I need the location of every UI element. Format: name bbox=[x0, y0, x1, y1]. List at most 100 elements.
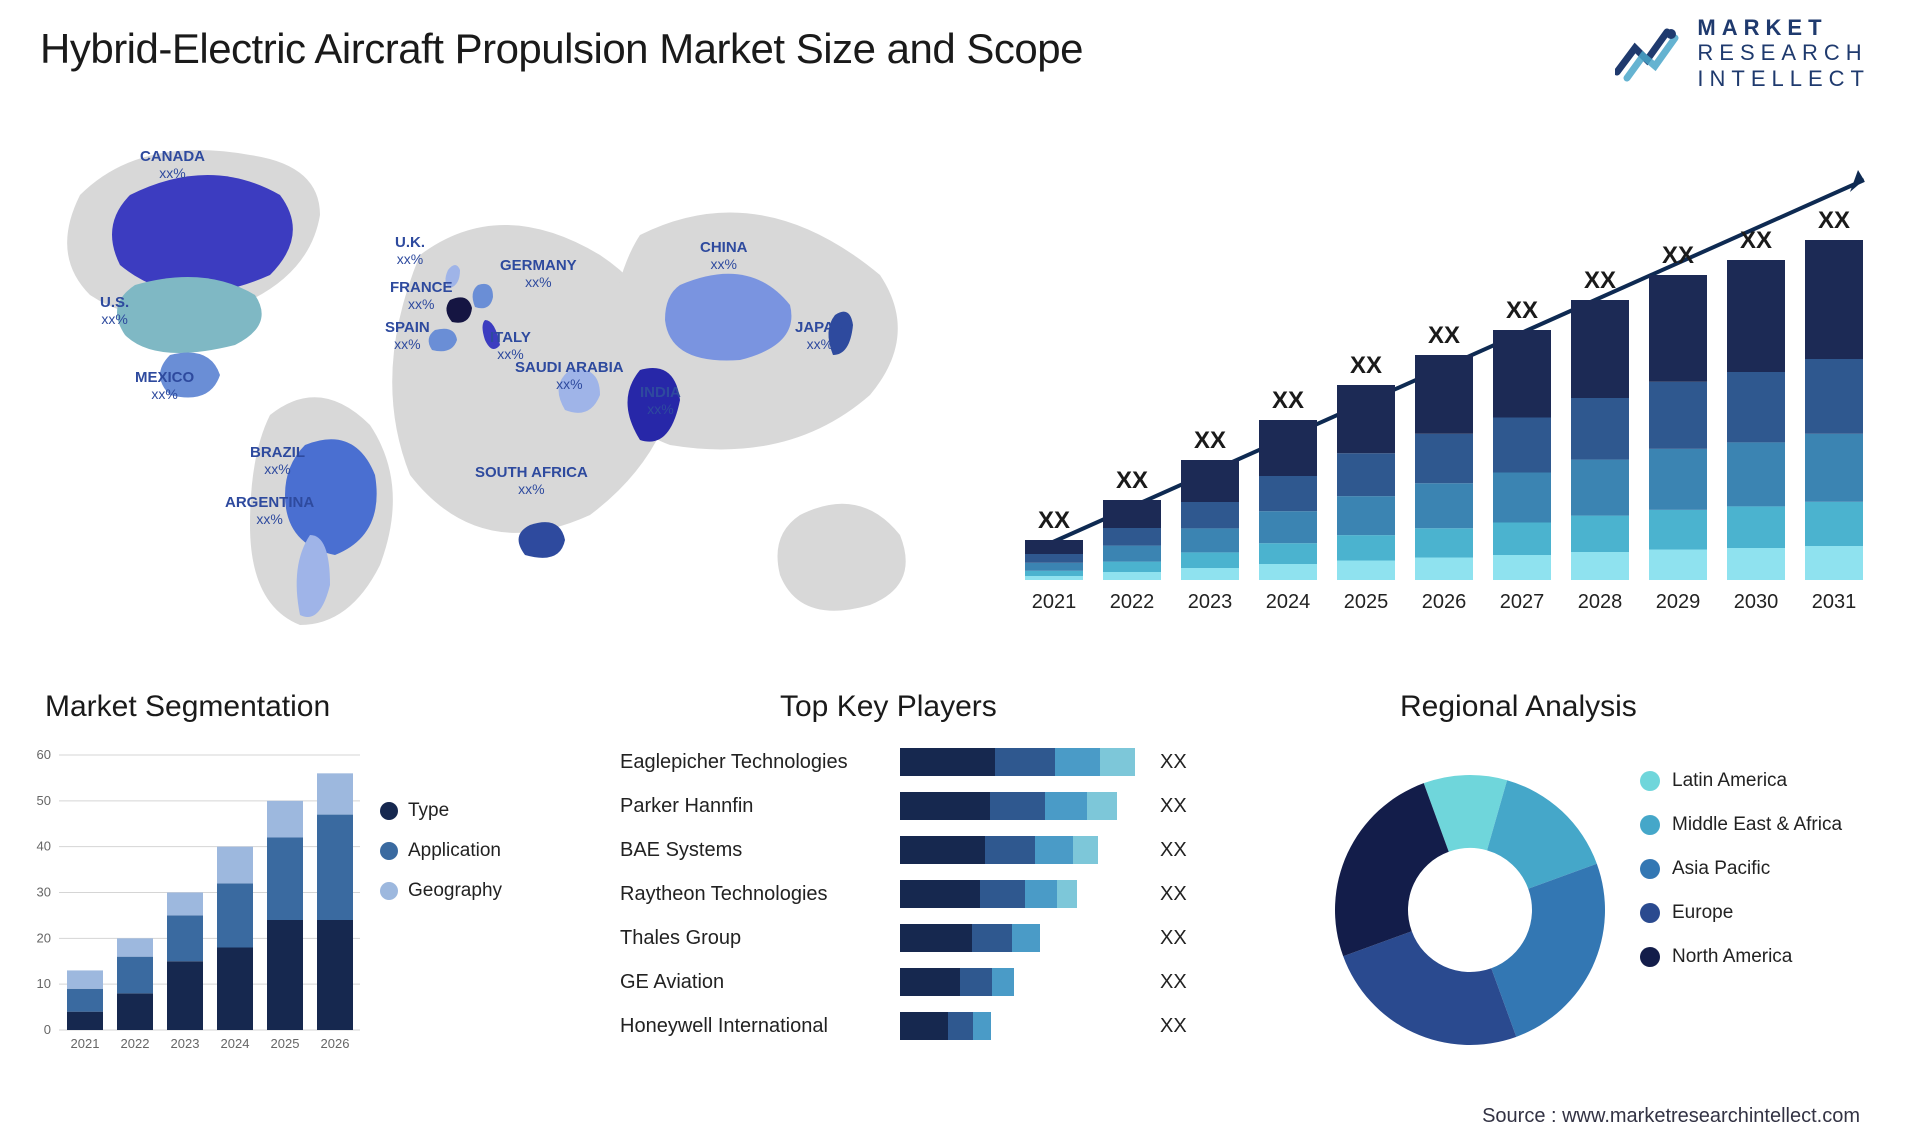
growth-bar-value-label: XX bbox=[1584, 267, 1616, 294]
growth-bar-segment bbox=[1727, 506, 1785, 548]
player-bar bbox=[900, 748, 1160, 776]
growth-bar-segment bbox=[1181, 502, 1239, 528]
growth-bar-value-label: XX bbox=[1272, 387, 1304, 414]
map-country-shape bbox=[112, 175, 293, 293]
player-bar bbox=[900, 968, 1160, 996]
world-map-chart: CANADAxx%U.S.xx%MEXICOxx%BRAZILxx%ARGENT… bbox=[40, 135, 940, 655]
growth-bar-segment bbox=[1181, 528, 1239, 552]
growth-bar-segment bbox=[1181, 552, 1239, 568]
player-row: GE AviationXX bbox=[620, 960, 1200, 1004]
seg-legend-item: Application bbox=[380, 840, 502, 862]
player-value-label: XX bbox=[1160, 971, 1200, 994]
player-bar-segment bbox=[992, 968, 1014, 996]
player-bar-segment bbox=[973, 1012, 991, 1040]
seg-bar-segment bbox=[167, 893, 203, 916]
svg-text:50: 50 bbox=[37, 793, 51, 808]
player-name: Raytheon Technologies bbox=[620, 883, 900, 906]
player-row: BAE SystemsXX bbox=[620, 828, 1200, 872]
player-row: Parker HannfinXX bbox=[620, 784, 1200, 828]
growth-bar-segment bbox=[1649, 275, 1707, 382]
player-bar-segment bbox=[972, 924, 1012, 952]
growth-bar-segment bbox=[1415, 528, 1473, 557]
brand-logo: MARKET RESEARCH INTELLECT bbox=[1615, 15, 1870, 91]
growth-bar-segment bbox=[1415, 434, 1473, 484]
segmentation-title: Market Segmentation bbox=[45, 690, 330, 724]
svg-text:2024: 2024 bbox=[221, 1036, 250, 1051]
player-bar bbox=[900, 880, 1160, 908]
map-country-label: JAPANxx% bbox=[795, 320, 845, 353]
growth-bar-segment bbox=[1727, 260, 1785, 372]
players-chart: Eaglepicher TechnologiesXXParker Hannfin… bbox=[620, 740, 1200, 1048]
region-legend-item: Europe bbox=[1640, 902, 1842, 924]
growth-bar-segment bbox=[1181, 460, 1239, 502]
logo-mark-icon bbox=[1615, 22, 1685, 84]
donut-slice bbox=[1491, 864, 1605, 1037]
player-bar-segment bbox=[900, 792, 990, 820]
seg-legend-item: Geography bbox=[380, 880, 502, 902]
growth-bar-segment bbox=[1727, 548, 1785, 580]
map-country-label: GERMANYxx% bbox=[500, 258, 577, 291]
player-bar-segment bbox=[1012, 924, 1040, 952]
growth-bar-segment bbox=[1649, 382, 1707, 449]
player-row: Eaglepicher TechnologiesXX bbox=[620, 740, 1200, 784]
seg-bar-segment bbox=[317, 773, 353, 814]
player-bar-segment bbox=[900, 968, 960, 996]
segmentation-legend: Type Application Geography bbox=[380, 800, 502, 920]
growth-bar-segment bbox=[1727, 372, 1785, 442]
growth-bar-segment bbox=[1493, 473, 1551, 523]
growth-bar-segment bbox=[1493, 330, 1551, 418]
growth-bar-segment bbox=[1571, 552, 1629, 580]
svg-text:10: 10 bbox=[37, 976, 51, 991]
growth-bar-chart: XX2021XX2022XX2023XX2024XX2025XX2026XX20… bbox=[995, 135, 1865, 645]
growth-bar-segment bbox=[1259, 564, 1317, 580]
map-country-label: SPAINxx% bbox=[385, 320, 430, 353]
map-country-label: MEXICOxx% bbox=[135, 370, 194, 403]
donut-slice bbox=[1343, 931, 1516, 1045]
growth-bar-segment bbox=[1259, 511, 1317, 543]
svg-text:60: 60 bbox=[37, 747, 51, 762]
map-country-label: INDIAxx% bbox=[640, 385, 681, 418]
svg-text:0: 0 bbox=[44, 1022, 51, 1037]
growth-bar-segment bbox=[1337, 535, 1395, 560]
player-name: BAE Systems bbox=[620, 839, 900, 862]
growth-bar-year-label: 2028 bbox=[1578, 591, 1623, 613]
player-bar bbox=[900, 792, 1160, 820]
player-bar bbox=[900, 1012, 1160, 1040]
growth-bar-value-label: XX bbox=[1818, 207, 1850, 234]
player-bar-segment bbox=[960, 968, 992, 996]
growth-bar-value-label: XX bbox=[1740, 227, 1772, 254]
player-value-label: XX bbox=[1160, 751, 1200, 774]
seg-legend-item: Type bbox=[380, 800, 502, 822]
growth-bar-segment bbox=[1649, 449, 1707, 510]
growth-bar-segment bbox=[1103, 572, 1161, 580]
growth-bar-year-label: 2026 bbox=[1422, 591, 1467, 613]
map-country-label: SAUDI ARABIAxx% bbox=[515, 360, 624, 393]
growth-bar-segment bbox=[1337, 453, 1395, 496]
region-legend-item: Middle East & Africa bbox=[1640, 814, 1842, 836]
growth-bar-value-label: XX bbox=[1350, 352, 1382, 379]
growth-bar-segment bbox=[1649, 550, 1707, 581]
map-country-label: ARGENTINAxx% bbox=[225, 495, 314, 528]
growth-bar-segment bbox=[1025, 540, 1083, 554]
player-value-label: XX bbox=[1160, 1015, 1200, 1038]
segmentation-chart: 0102030405060202120222023202420252026 bbox=[25, 745, 365, 1060]
growth-bar-year-label: 2022 bbox=[1110, 591, 1155, 613]
growth-bar-year-label: 2024 bbox=[1266, 591, 1311, 613]
growth-bar-year-label: 2023 bbox=[1188, 591, 1233, 613]
player-value-label: XX bbox=[1160, 927, 1200, 950]
svg-text:2026: 2026 bbox=[321, 1036, 350, 1051]
seg-bar-segment bbox=[267, 801, 303, 838]
growth-bar-value-label: XX bbox=[1428, 322, 1460, 349]
growth-bar-segment bbox=[1103, 562, 1161, 572]
map-country-label: BRAZILxx% bbox=[250, 445, 305, 478]
seg-bar-segment bbox=[317, 920, 353, 1030]
source-credit: Source : www.marketresearchintellect.com bbox=[1482, 1105, 1860, 1128]
svg-text:30: 30 bbox=[37, 885, 51, 900]
player-bar-segment bbox=[948, 1012, 973, 1040]
growth-bar-segment bbox=[1649, 510, 1707, 550]
map-country-label: SOUTH AFRICAxx% bbox=[475, 465, 588, 498]
growth-bar-segment bbox=[1103, 500, 1161, 528]
seg-bar-segment bbox=[267, 920, 303, 1030]
player-row: Raytheon TechnologiesXX bbox=[620, 872, 1200, 916]
growth-bar-segment bbox=[1493, 418, 1551, 473]
